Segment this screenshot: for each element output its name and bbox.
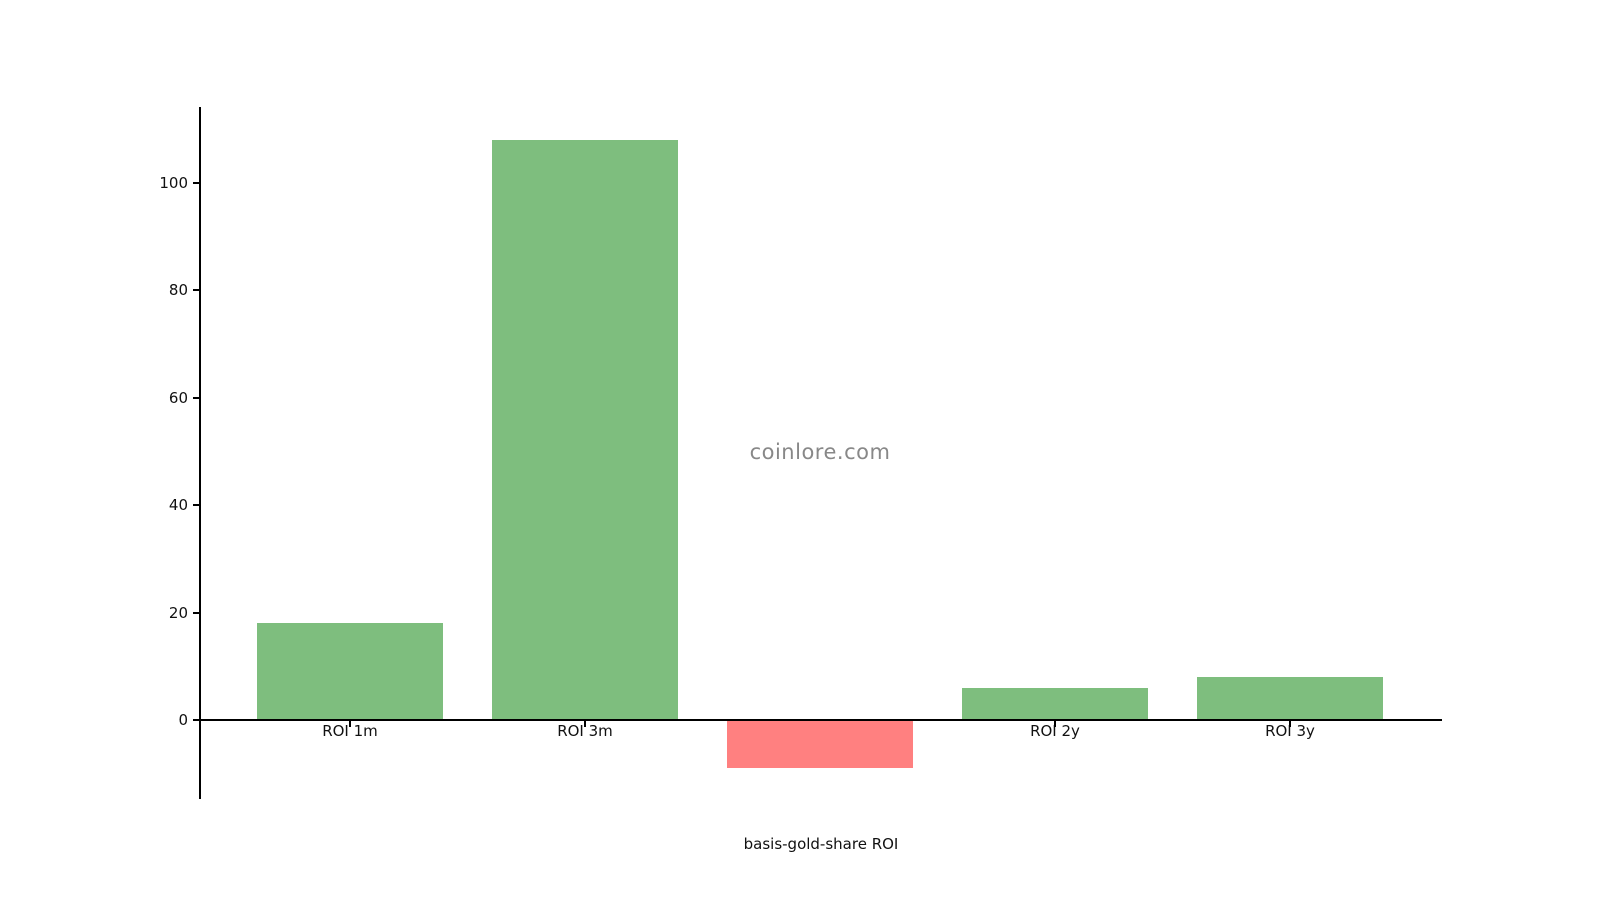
x-tick — [349, 720, 351, 727]
y-tick-label: 100 — [159, 173, 188, 192]
chart-title: basis-gold-share ROI — [743, 835, 899, 853]
y-tick — [193, 719, 200, 721]
x-tick-label: ROI 3m — [557, 722, 613, 740]
x-tick — [1289, 720, 1291, 727]
bar-3 — [727, 720, 913, 769]
x-tick — [1054, 720, 1056, 727]
y-tick-label: 20 — [168, 603, 188, 622]
bar-roi-3y — [1197, 677, 1383, 720]
y-tick-label: 0 — [178, 711, 188, 729]
bar-roi-2y — [962, 687, 1148, 720]
bar-roi-3m — [492, 139, 678, 720]
x-tick-label: ROI 1m — [322, 722, 378, 740]
y-tick — [193, 181, 200, 184]
y-tick — [193, 611, 200, 614]
y-tick-label: 40 — [168, 496, 188, 514]
y-tick — [193, 504, 200, 506]
x-tick — [584, 720, 586, 727]
x-tick-label: ROI 3y — [1265, 722, 1315, 740]
y-tick — [193, 396, 200, 399]
x-axis-line — [200, 719, 1442, 721]
y-axis-line — [199, 107, 201, 799]
bar-roi-1m — [257, 623, 443, 720]
y-tick — [193, 289, 200, 291]
y-tick-label: 80 — [168, 281, 188, 299]
watermark: coinlore.com — [749, 440, 891, 464]
x-tick-label: ROI 2y — [1030, 722, 1080, 740]
y-tick-label: 60 — [168, 388, 188, 407]
